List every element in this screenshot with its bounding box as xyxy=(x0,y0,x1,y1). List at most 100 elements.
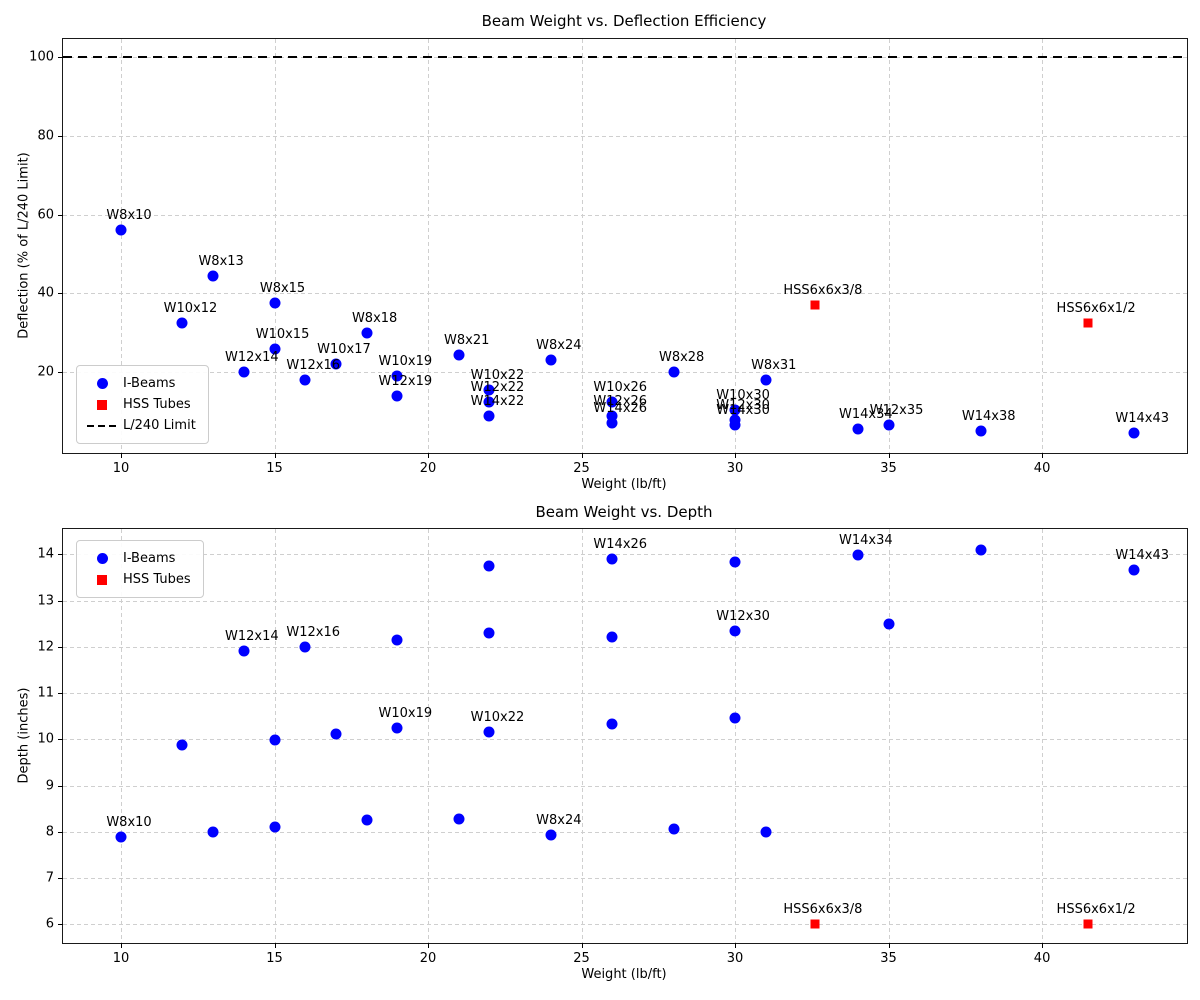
point-label-W14x26: W14x26 xyxy=(593,401,648,417)
data-point-W12x35 xyxy=(883,419,895,431)
point-label-W8x28: W8x28 xyxy=(658,350,705,366)
point-label-W14x26: W14x26 xyxy=(593,536,648,552)
data-point-W12x19 xyxy=(391,634,403,646)
point-label-W12x35: W12x35 xyxy=(869,403,924,419)
y-tick-mark xyxy=(58,554,63,556)
point-label-W10x26: W10x26 xyxy=(593,379,648,395)
data-point-W14x43 xyxy=(1128,564,1140,576)
y-gridline xyxy=(63,214,1187,216)
y-gridline xyxy=(63,831,1187,833)
point-label-W10x30: W10x30 xyxy=(716,387,770,403)
x-tick-mark xyxy=(581,943,583,948)
x-gridline xyxy=(1042,529,1044,943)
legend-label: HSS Tubes xyxy=(123,397,191,412)
x-tick-label: 15 xyxy=(266,951,283,966)
x-tick-mark xyxy=(121,943,123,948)
data-point-W14x38 xyxy=(975,425,987,437)
bottom-chart-legend: I-Beams HSS Tubes xyxy=(76,540,204,598)
x-tick-label: 20 xyxy=(419,461,437,476)
data-point-W8x15 xyxy=(269,297,281,309)
y-tick-label: 9 xyxy=(45,778,54,794)
y-gridline xyxy=(63,554,1187,556)
data-point-W14x43 xyxy=(1128,427,1140,439)
point-label-W10x17: W10x17 xyxy=(317,342,371,358)
data-point-HSS6x6x3/8 xyxy=(810,919,820,929)
data-point-W10x22 xyxy=(483,726,495,738)
y-tick-label: 10 xyxy=(37,731,54,747)
y-gridline xyxy=(63,785,1187,787)
x-gridline xyxy=(888,39,890,453)
data-point-W14x30 xyxy=(729,419,741,431)
data-point-W14x38 xyxy=(975,544,987,556)
data-point-W10x22 xyxy=(483,384,495,396)
data-point-W10x30 xyxy=(729,712,741,724)
bottom-chart-yaxis-label: Depth (inches) xyxy=(16,687,32,784)
point-label-W12x19: W12x19 xyxy=(378,373,433,389)
y-tick-label: 100 xyxy=(29,49,54,65)
point-label-W8x21: W8x21 xyxy=(444,332,490,348)
x-gridline xyxy=(428,529,430,943)
point-label-W14x43: W14x43 xyxy=(1115,411,1170,427)
data-point-W14x22 xyxy=(483,410,495,422)
x-tick-mark xyxy=(121,453,123,458)
data-point-W12x26 xyxy=(606,410,618,422)
y-gridline xyxy=(63,135,1187,137)
legend-item-ibeams: I-Beams xyxy=(85,373,196,394)
point-label-W10x19: W10x19 xyxy=(378,706,433,722)
x-tick-mark xyxy=(735,943,737,948)
data-point-W10x15 xyxy=(269,343,281,355)
data-point-W8x18 xyxy=(361,814,373,826)
x-tick-label: 10 xyxy=(112,461,130,476)
y-tick-mark xyxy=(58,600,63,602)
y-tick-label: 12 xyxy=(37,639,54,655)
data-point-HSS6x6x1/2 xyxy=(1083,919,1093,929)
top-chart-xaxis-label: Weight (lb/ft) xyxy=(581,477,667,492)
x-gridline xyxy=(735,529,737,943)
y-tick-label: 80 xyxy=(37,128,54,144)
y-tick-label: 11 xyxy=(37,685,54,701)
x-gridline xyxy=(428,39,430,453)
data-point-W8x13 xyxy=(207,826,219,838)
y-tick-label: 20 xyxy=(37,364,54,380)
data-point-W12x19 xyxy=(391,390,403,402)
y-tick-label: 6 xyxy=(45,916,54,932)
x-gridline xyxy=(274,39,276,453)
data-point-W12x16 xyxy=(299,374,311,386)
data-point-W10x26 xyxy=(606,396,618,408)
data-point-W8x28 xyxy=(668,823,680,835)
point-label-W12x14: W12x14 xyxy=(225,350,279,366)
data-point-W12x22 xyxy=(483,396,495,408)
legend-label: I-Beams xyxy=(123,376,176,391)
point-label-W12x26: W12x26 xyxy=(593,393,648,409)
x-gridline xyxy=(581,529,583,943)
y-tick-mark xyxy=(58,878,63,880)
data-point-W12x16 xyxy=(299,641,311,653)
y-tick-label: 13 xyxy=(37,593,54,609)
x-gridline xyxy=(121,529,123,943)
data-point-W12x30 xyxy=(729,625,741,637)
y-tick-mark xyxy=(58,135,63,137)
x-gridline xyxy=(888,529,890,943)
y-tick-label: 14 xyxy=(37,546,54,562)
x-tick-mark xyxy=(888,453,890,458)
point-label-W10x22: W10x22 xyxy=(470,709,525,725)
point-label-HSS6x6x1/2: HSS6x6x1/2 xyxy=(1056,301,1136,316)
y-gridline xyxy=(63,693,1187,695)
point-label-HSS6x6x3/8: HSS6x6x3/8 xyxy=(783,902,863,918)
x-tick-label: 35 xyxy=(880,461,897,476)
legend-item-limit: L/240 Limit xyxy=(85,415,196,436)
legend-label: HSS Tubes xyxy=(123,572,191,587)
point-label-W8x13: W8x13 xyxy=(198,253,244,269)
point-label-HSS6x6x3/8: HSS6x6x3/8 xyxy=(783,283,863,299)
data-point-W8x15 xyxy=(269,821,281,833)
y-gridline xyxy=(63,646,1187,648)
point-label-W12x30: W12x30 xyxy=(716,397,770,413)
point-label-W8x10: W8x10 xyxy=(106,815,152,831)
x-tick-mark xyxy=(1042,453,1044,458)
point-label-W8x24: W8x24 xyxy=(536,813,582,829)
data-point-W10x19 xyxy=(391,370,403,382)
point-label-W14x22: W14x22 xyxy=(470,393,525,409)
point-label-W10x22: W10x22 xyxy=(470,367,525,383)
y-tick-mark xyxy=(58,372,63,374)
